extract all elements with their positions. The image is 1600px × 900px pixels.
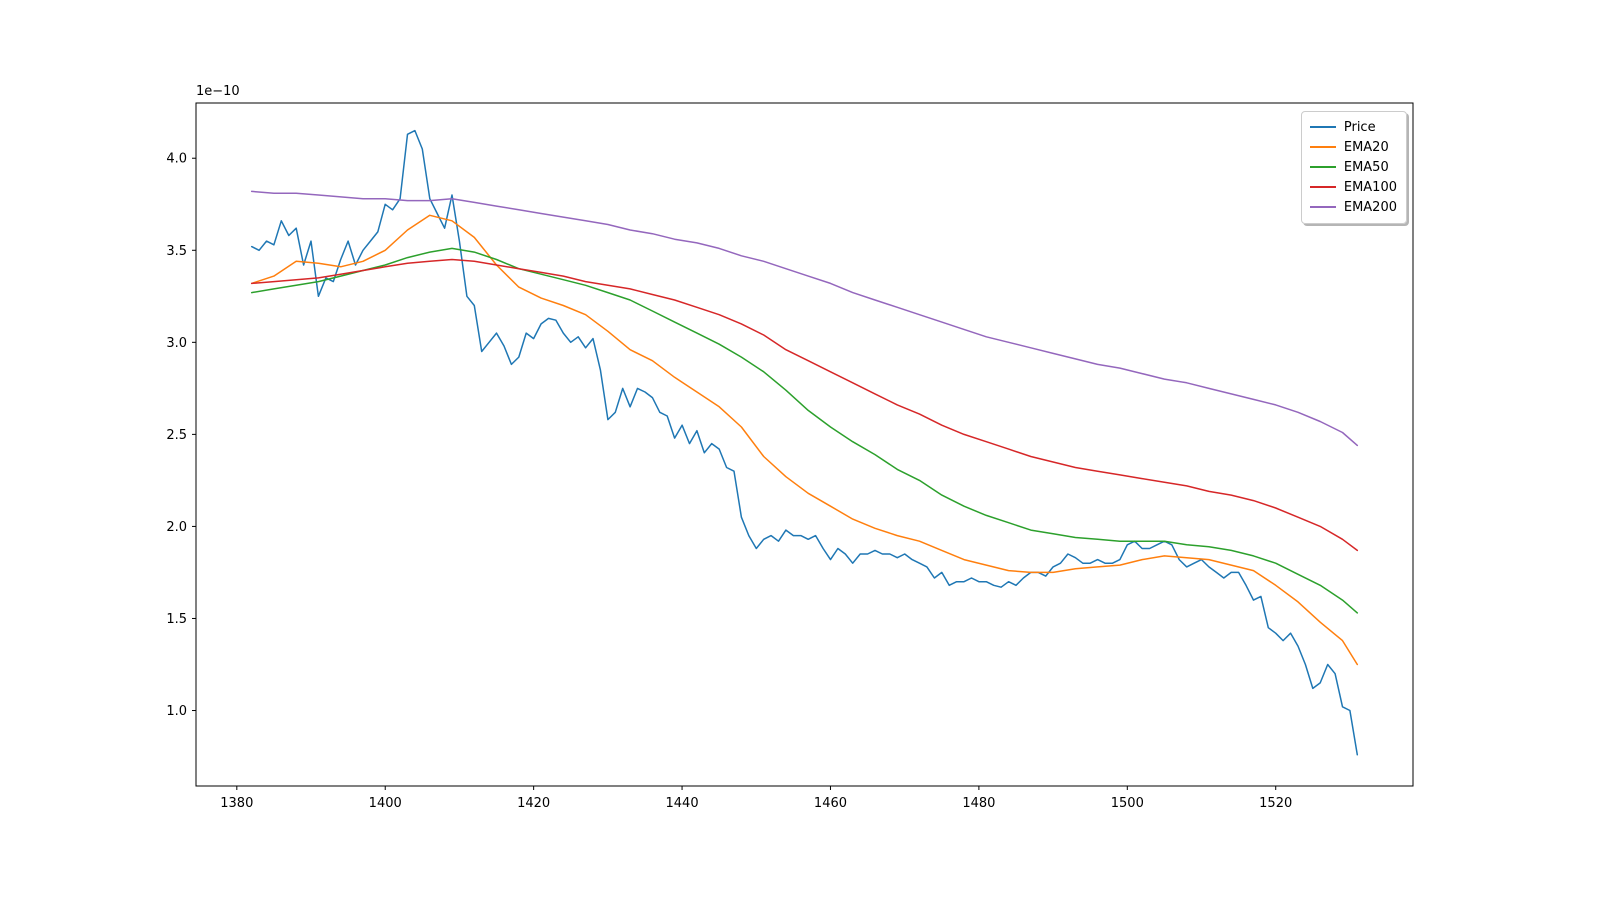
series-line-ema50 [250,247,1359,614]
series-line-price [250,129,1359,756]
x-tick-label: 1500 [1111,796,1144,811]
y-axis-offset-label: 1e−10 [196,84,240,99]
legend-label: EMA200 [1343,199,1397,215]
legend-label: EMA20 [1343,139,1389,155]
series-line-ema20 [250,214,1359,666]
legend-label: EMA50 [1343,159,1389,175]
x-tick-label: 1420 [517,796,550,811]
legend-item-ema20: EMA20 [1309,137,1397,157]
legend-line-swatch [1309,206,1336,208]
plot-frame [195,102,1414,787]
x-tick-label: 1460 [814,796,847,811]
legend-label: EMA100 [1343,179,1397,195]
legend-item-price: Price [1309,117,1397,137]
legend-line-swatch [1309,166,1336,168]
legend-item-ema100: EMA100 [1309,177,1397,197]
y-tick-label: 2.5 [166,428,187,443]
legend-line-swatch [1309,146,1336,148]
legend-item-ema50: EMA50 [1309,157,1397,177]
y-tick-label: 3.0 [166,336,187,351]
y-tick-label: 1.0 [166,704,187,719]
y-tick-label: 4.0 [166,152,187,167]
series-line-ema200 [250,190,1359,447]
legend-line-swatch [1309,126,1336,128]
legend-item-ema200: EMA200 [1309,197,1397,217]
x-tick-label: 1440 [666,796,699,811]
x-tick-label: 1400 [369,796,402,811]
series-line-ema100 [250,258,1359,552]
x-tick-label: 1380 [220,796,253,811]
y-tick-label: 3.5 [166,244,187,259]
legend: Price EMA20 EMA50 EMA100 EMA200 [1300,111,1407,224]
y-tick-label: 2.0 [166,520,187,535]
x-tick-label: 1480 [962,796,995,811]
legend-line-swatch [1309,186,1336,188]
y-tick-label: 1.5 [166,612,187,627]
legend-label: Price [1343,119,1376,135]
x-tick-label: 1520 [1259,796,1292,811]
